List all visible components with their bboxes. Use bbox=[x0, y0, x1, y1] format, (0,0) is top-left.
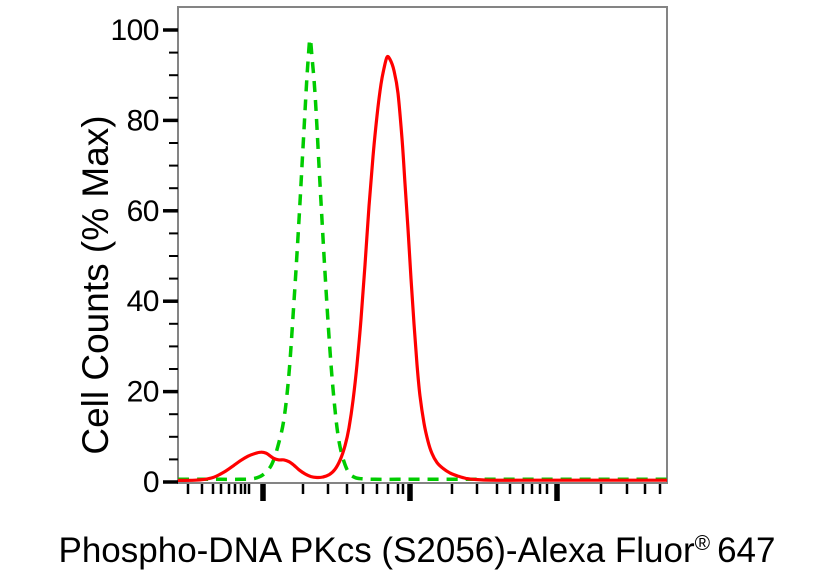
y-tick-label: 80 bbox=[127, 104, 159, 137]
y-axis-title: Cell Counts (% Max) bbox=[75, 115, 116, 455]
series-green-dashed-control bbox=[177, 37, 667, 482]
y-tick-label: 20 bbox=[127, 376, 159, 409]
plot-frame bbox=[177, 6, 668, 484]
series-red-solid-stained bbox=[177, 54, 667, 482]
y-tick-label: 60 bbox=[127, 195, 159, 228]
y-tick-label: 100 bbox=[110, 14, 159, 47]
y-tick-label: 0 bbox=[143, 466, 159, 499]
registered-trademark-symbol: ® bbox=[694, 532, 711, 555]
x-axis-title: Phospho-DNA PKcs (S2056)-Alexa Fluor® 647 bbox=[0, 531, 834, 571]
y-tick-label: 40 bbox=[127, 285, 159, 318]
x-axis-title-main: Phospho-DNA PKcs (S2056)-Alexa Fluor bbox=[58, 531, 695, 570]
x-axis-title-suffix: 647 bbox=[717, 531, 776, 570]
